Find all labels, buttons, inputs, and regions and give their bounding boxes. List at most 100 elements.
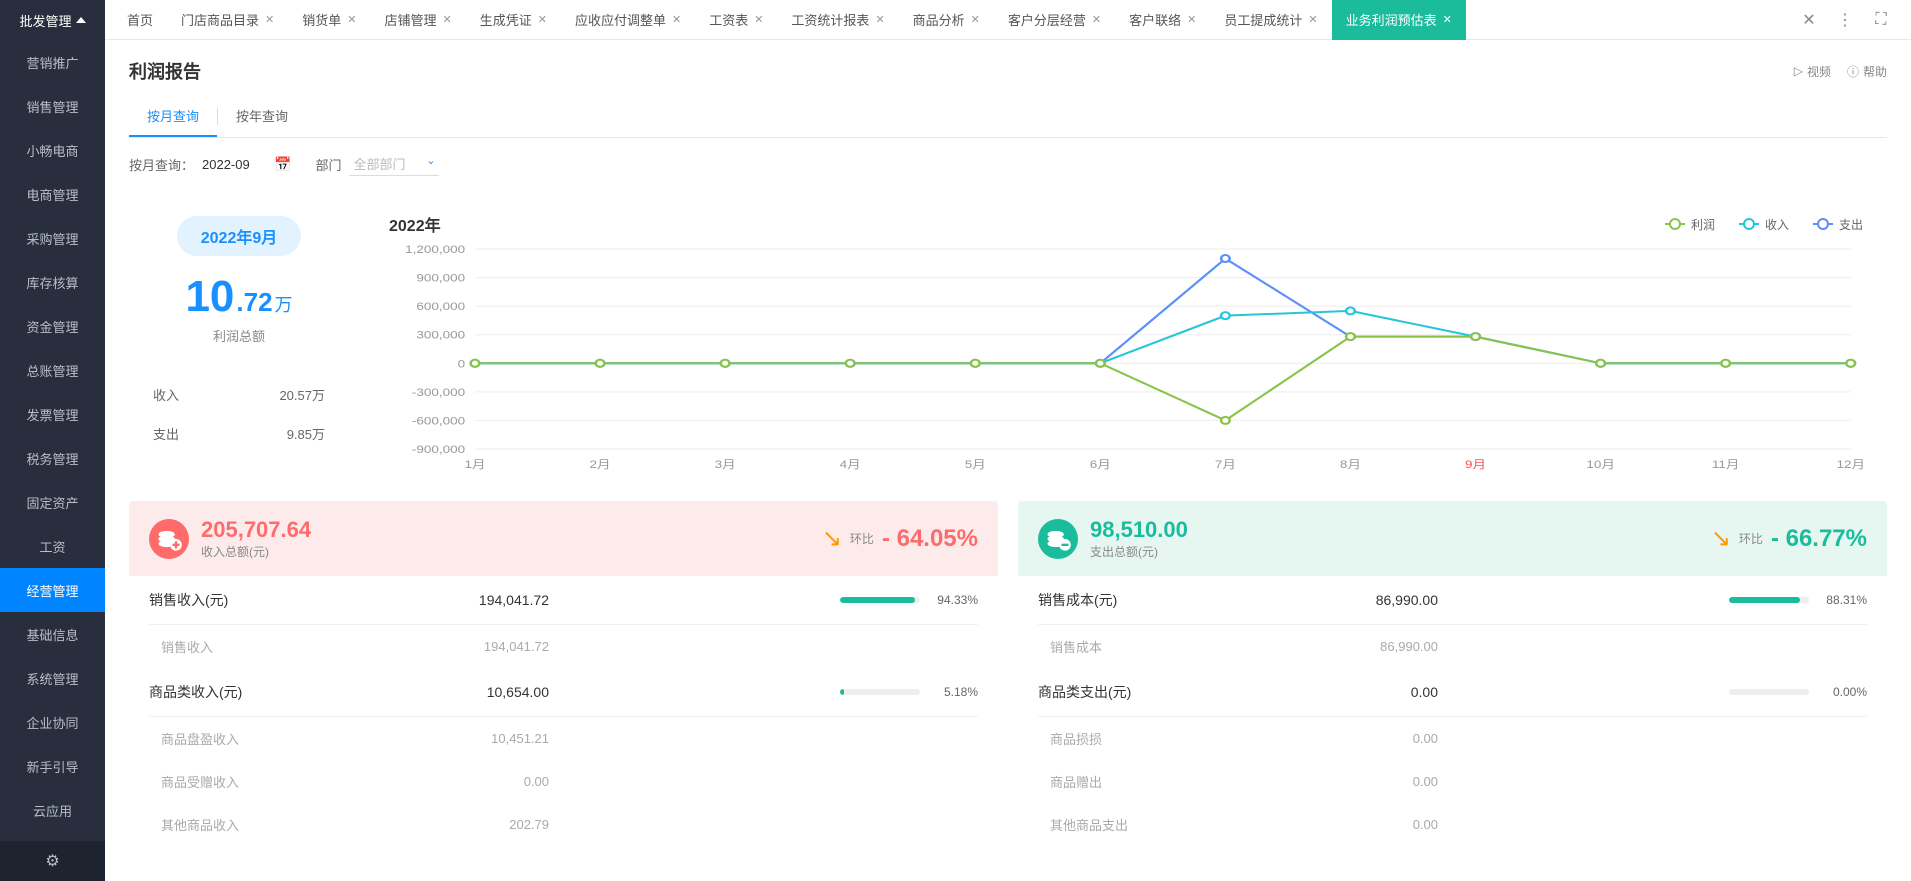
breakdown-subrow: 商品盘盈收入10,451.21: [149, 717, 978, 760]
svg-text:5月: 5月: [965, 458, 986, 471]
sidebar-item[interactable]: 税务管理: [0, 436, 105, 480]
tab[interactable]: 业务利润预估表✕: [1332, 0, 1466, 40]
sidebar-item[interactable]: 总账管理: [0, 348, 105, 392]
breakdown-label: 商品损损: [1038, 729, 1278, 748]
tab[interactable]: 员工提成统计 ✕: [1210, 0, 1331, 40]
close-icon[interactable]: ✕: [1092, 13, 1101, 26]
summary-period-badge: 2022年9月: [177, 216, 302, 256]
sidebar-item[interactable]: 工资: [0, 524, 105, 568]
close-icon[interactable]: ✕: [1187, 13, 1196, 26]
query-tab[interactable]: 按月查询: [129, 96, 217, 137]
tab-label: 应收应付调整单: [575, 10, 666, 29]
dept-select[interactable]: 全部部门 ⌄: [349, 152, 439, 176]
video-link[interactable]: ▷视频: [1794, 63, 1831, 80]
sidebar-item[interactable]: 库存核算: [0, 260, 105, 304]
month-input[interactable]: [202, 157, 266, 172]
close-icon[interactable]: ✕: [1443, 13, 1452, 26]
summary-int: 10: [185, 272, 234, 322]
sidebar-item[interactable]: 固定资产: [0, 480, 105, 524]
tab[interactable]: 客户分层经营✕: [994, 0, 1115, 40]
tab[interactable]: 销货单 ✕: [288, 0, 370, 40]
tab[interactable]: 客户联络✕: [1115, 0, 1210, 40]
close-icon[interactable]: ✕: [538, 13, 547, 26]
sidebar-header[interactable]: 批发管理: [0, 0, 105, 40]
svg-text:-600,000: -600,000: [412, 415, 465, 428]
play-icon: ▷: [1794, 64, 1803, 78]
chart-legend: 利润 收入 支出: [1665, 216, 1863, 233]
breakdown-pct: 88.31%: [1819, 593, 1867, 607]
tab-label: 店铺管理: [384, 10, 436, 29]
tab-label: 门店商品目录: [181, 10, 259, 29]
tab[interactable]: 工资表✕: [695, 0, 777, 40]
close-icon[interactable]: ✕: [1308, 13, 1317, 26]
gear-icon: ⚙: [45, 851, 59, 871]
legend-item[interactable]: 收入: [1739, 216, 1789, 233]
breakdown-subrow: 销售成本86,990.00: [1038, 625, 1867, 668]
sidebar-item[interactable]: 系统管理: [0, 656, 105, 700]
sidebar-item[interactable]: 新手引导: [0, 744, 105, 788]
close-icon[interactable]: ✕: [347, 13, 356, 26]
breakdown-row: 商品类支出(元)0.000.00%: [1038, 668, 1867, 717]
legend-marker: [1665, 223, 1685, 225]
help-link[interactable]: ⓘ帮助: [1847, 63, 1887, 80]
query-tab[interactable]: 按年查询: [218, 96, 306, 137]
close-icon[interactable]: ✕: [672, 13, 681, 26]
tab-label: 生成凭证: [480, 10, 532, 29]
breakdown-value: 0.00: [389, 774, 549, 789]
tab-label: 销货单: [302, 10, 341, 29]
breakdown-value: 194,041.72: [389, 639, 549, 654]
sidebar-item[interactable]: 基础信息: [0, 612, 105, 656]
tab[interactable]: 工资统计报表✕: [777, 0, 898, 40]
breakdown-label: 销售成本(元): [1038, 590, 1278, 610]
legend-marker: [1739, 223, 1759, 225]
svg-text:0: 0: [458, 357, 466, 370]
tab[interactable]: 应收应付调整单 ✕: [561, 0, 695, 40]
progress-bar: [840, 689, 920, 695]
progress-bar: [840, 597, 920, 603]
close-icon[interactable]: ✕: [875, 13, 884, 26]
tab[interactable]: 首页: [113, 0, 167, 40]
breakdown-label: 商品受赠收入: [149, 772, 389, 791]
more-icon[interactable]: ⋮: [1831, 6, 1859, 34]
month-filter: 按月查询： 📅: [129, 155, 291, 174]
expense-total: 98,510.00: [1090, 517, 1188, 543]
expense-icon: [1038, 519, 1078, 559]
close-icon[interactable]: ✕: [971, 13, 980, 26]
sidebar-item[interactable]: 电商管理: [0, 172, 105, 216]
close-icon[interactable]: ✕: [443, 13, 452, 26]
summary-row: 支出9.85万: [149, 414, 329, 453]
legend-item[interactable]: 支出: [1813, 216, 1863, 233]
close-icon[interactable]: ✕: [754, 13, 763, 26]
sidebar-item[interactable]: 经营管理: [0, 568, 105, 612]
sidebar-item[interactable]: 云应用: [0, 788, 105, 832]
tab-close-all-icon[interactable]: ✕: [1795, 6, 1823, 34]
svg-text:1,200,000: 1,200,000: [405, 244, 465, 256]
tab[interactable]: 店铺管理 ✕: [370, 0, 465, 40]
expense-hb-pct: - 66.77%: [1771, 525, 1867, 553]
sidebar-settings[interactable]: ⚙: [0, 841, 105, 881]
sidebar-item[interactable]: 采购管理: [0, 216, 105, 260]
sidebar-item[interactable]: 资金管理: [0, 304, 105, 348]
line-chart: 1,200,000900,000600,000300,0000-300,000-…: [389, 244, 1863, 474]
sidebar-item[interactable]: 企业协同: [0, 700, 105, 744]
sidebar-item[interactable]: 发票管理: [0, 392, 105, 436]
legend-item[interactable]: 利润: [1665, 216, 1715, 233]
tab[interactable]: 商品分析✕: [899, 0, 994, 40]
breakdown-row: 销售成本(元)86,990.0088.31%: [1038, 576, 1867, 625]
sidebar-item[interactable]: 营销推广: [0, 40, 105, 84]
close-icon[interactable]: ✕: [265, 13, 274, 26]
legend-label: 利润: [1691, 216, 1715, 233]
summary-card: 2022年9月 10.72万 利润总额 收入20.57万支出9.85万: [129, 196, 349, 485]
summary-total: 10.72万: [149, 272, 329, 322]
sidebar-item[interactable]: 销售管理: [0, 84, 105, 128]
calendar-icon[interactable]: 📅: [274, 156, 291, 173]
sidebar-item[interactable]: 小畅电商: [0, 128, 105, 172]
breakdown-row: 商品类收入(元)10,654.005.18%: [149, 668, 978, 717]
breakdown-subrow: 其他商品支出0.00: [1038, 803, 1867, 846]
fullscreen-icon[interactable]: ⛶: [1867, 6, 1895, 34]
tab[interactable]: 门店商品目录 ✕: [167, 0, 288, 40]
summary-dec: .72: [236, 287, 272, 318]
tab-label: 员工提成统计: [1224, 10, 1302, 29]
tab[interactable]: 生成凭证 ✕: [466, 0, 561, 40]
income-icon: [149, 519, 189, 559]
